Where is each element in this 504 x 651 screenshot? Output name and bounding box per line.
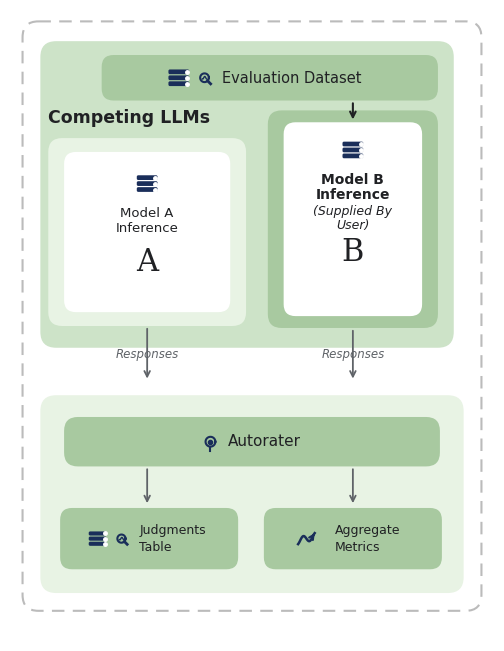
- FancyBboxPatch shape: [343, 142, 363, 146]
- FancyBboxPatch shape: [60, 508, 238, 569]
- FancyBboxPatch shape: [284, 122, 422, 316]
- Text: Model B: Model B: [322, 173, 385, 187]
- Text: B: B: [342, 238, 364, 268]
- Text: Model A: Model A: [120, 207, 174, 220]
- Text: Inference: Inference: [116, 221, 178, 234]
- FancyBboxPatch shape: [48, 138, 246, 326]
- Text: Evaluation Dataset: Evaluation Dataset: [222, 71, 362, 86]
- FancyBboxPatch shape: [268, 111, 438, 328]
- FancyBboxPatch shape: [40, 41, 454, 348]
- Text: (Supplied By: (Supplied By: [313, 205, 393, 218]
- Text: Responses: Responses: [321, 348, 385, 361]
- Text: Responses: Responses: [115, 348, 179, 361]
- Text: User): User): [336, 219, 369, 232]
- Text: Inference: Inference: [316, 188, 390, 202]
- FancyBboxPatch shape: [89, 536, 107, 541]
- FancyBboxPatch shape: [137, 175, 158, 180]
- FancyBboxPatch shape: [168, 81, 189, 86]
- FancyBboxPatch shape: [102, 55, 438, 100]
- FancyBboxPatch shape: [137, 181, 158, 186]
- FancyBboxPatch shape: [264, 508, 442, 569]
- FancyBboxPatch shape: [168, 76, 189, 80]
- FancyBboxPatch shape: [168, 70, 189, 74]
- Text: Aggregate
Metrics: Aggregate Metrics: [335, 523, 401, 553]
- Text: A: A: [136, 247, 158, 278]
- FancyBboxPatch shape: [64, 417, 440, 466]
- FancyBboxPatch shape: [89, 542, 107, 546]
- FancyBboxPatch shape: [64, 152, 230, 312]
- FancyBboxPatch shape: [343, 154, 363, 158]
- FancyBboxPatch shape: [89, 531, 107, 536]
- FancyBboxPatch shape: [137, 187, 158, 192]
- Text: Judgments
Table: Judgments Table: [139, 523, 206, 553]
- FancyBboxPatch shape: [40, 395, 464, 593]
- Text: Competing LLMs: Competing LLMs: [48, 109, 210, 128]
- Text: Autorater: Autorater: [228, 434, 301, 449]
- FancyBboxPatch shape: [343, 148, 363, 152]
